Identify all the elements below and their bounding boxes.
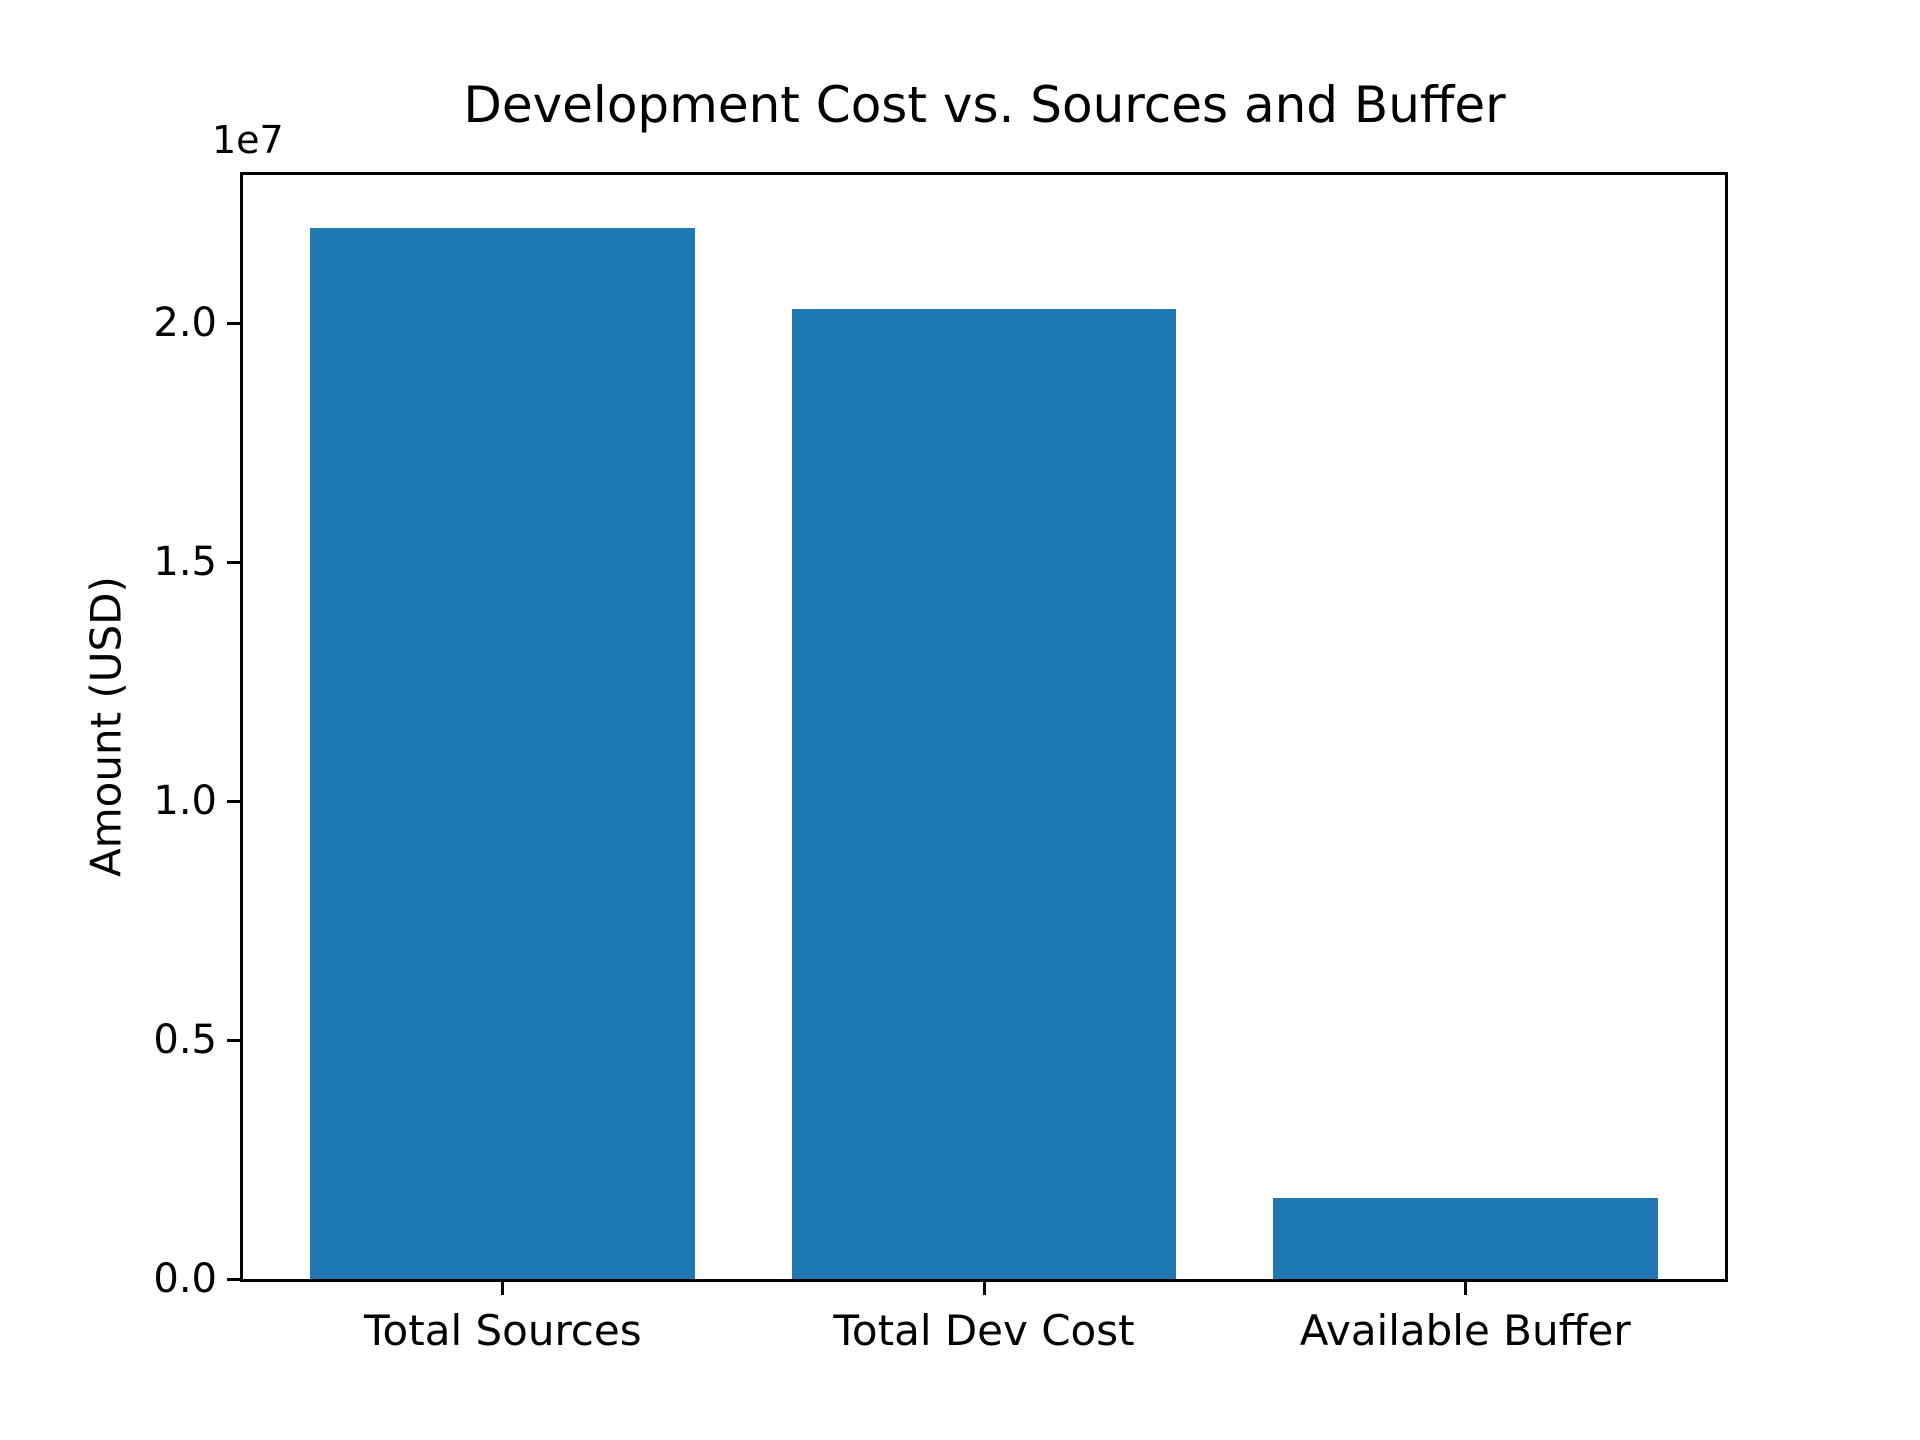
bar-2 xyxy=(1272,1197,1658,1279)
bar-0 xyxy=(310,227,696,1279)
y-tick-label-4: 2.0 xyxy=(153,300,217,347)
y-tick-2 xyxy=(227,799,240,803)
y-tick-label-1: 0.5 xyxy=(153,1017,217,1064)
y-tick-label-3: 1.5 xyxy=(153,539,217,586)
x-tick-label-2: Available Buffer xyxy=(1299,1306,1631,1355)
x-tick-1 xyxy=(982,1282,986,1295)
y-tick-4 xyxy=(227,321,240,325)
y-tick-3 xyxy=(227,560,240,564)
y-tick-label-0: 0.0 xyxy=(153,1256,217,1302)
chart-title: Development Cost vs. Sources and Buffer xyxy=(463,76,1506,134)
x-tick-label-1: Total Dev Cost xyxy=(833,1306,1135,1355)
x-tick-2 xyxy=(1463,1282,1467,1295)
bar-1 xyxy=(791,308,1177,1279)
x-tick-label-0: Total Sources xyxy=(364,1306,642,1355)
x-tick-0 xyxy=(501,1282,505,1295)
y-tick-0 xyxy=(227,1277,240,1281)
y-tick-1 xyxy=(227,1038,240,1042)
y-tick-label-2: 1.0 xyxy=(153,778,217,825)
y-axis-offset-text: 1e7 xyxy=(212,118,284,162)
plot-area xyxy=(240,172,1728,1282)
